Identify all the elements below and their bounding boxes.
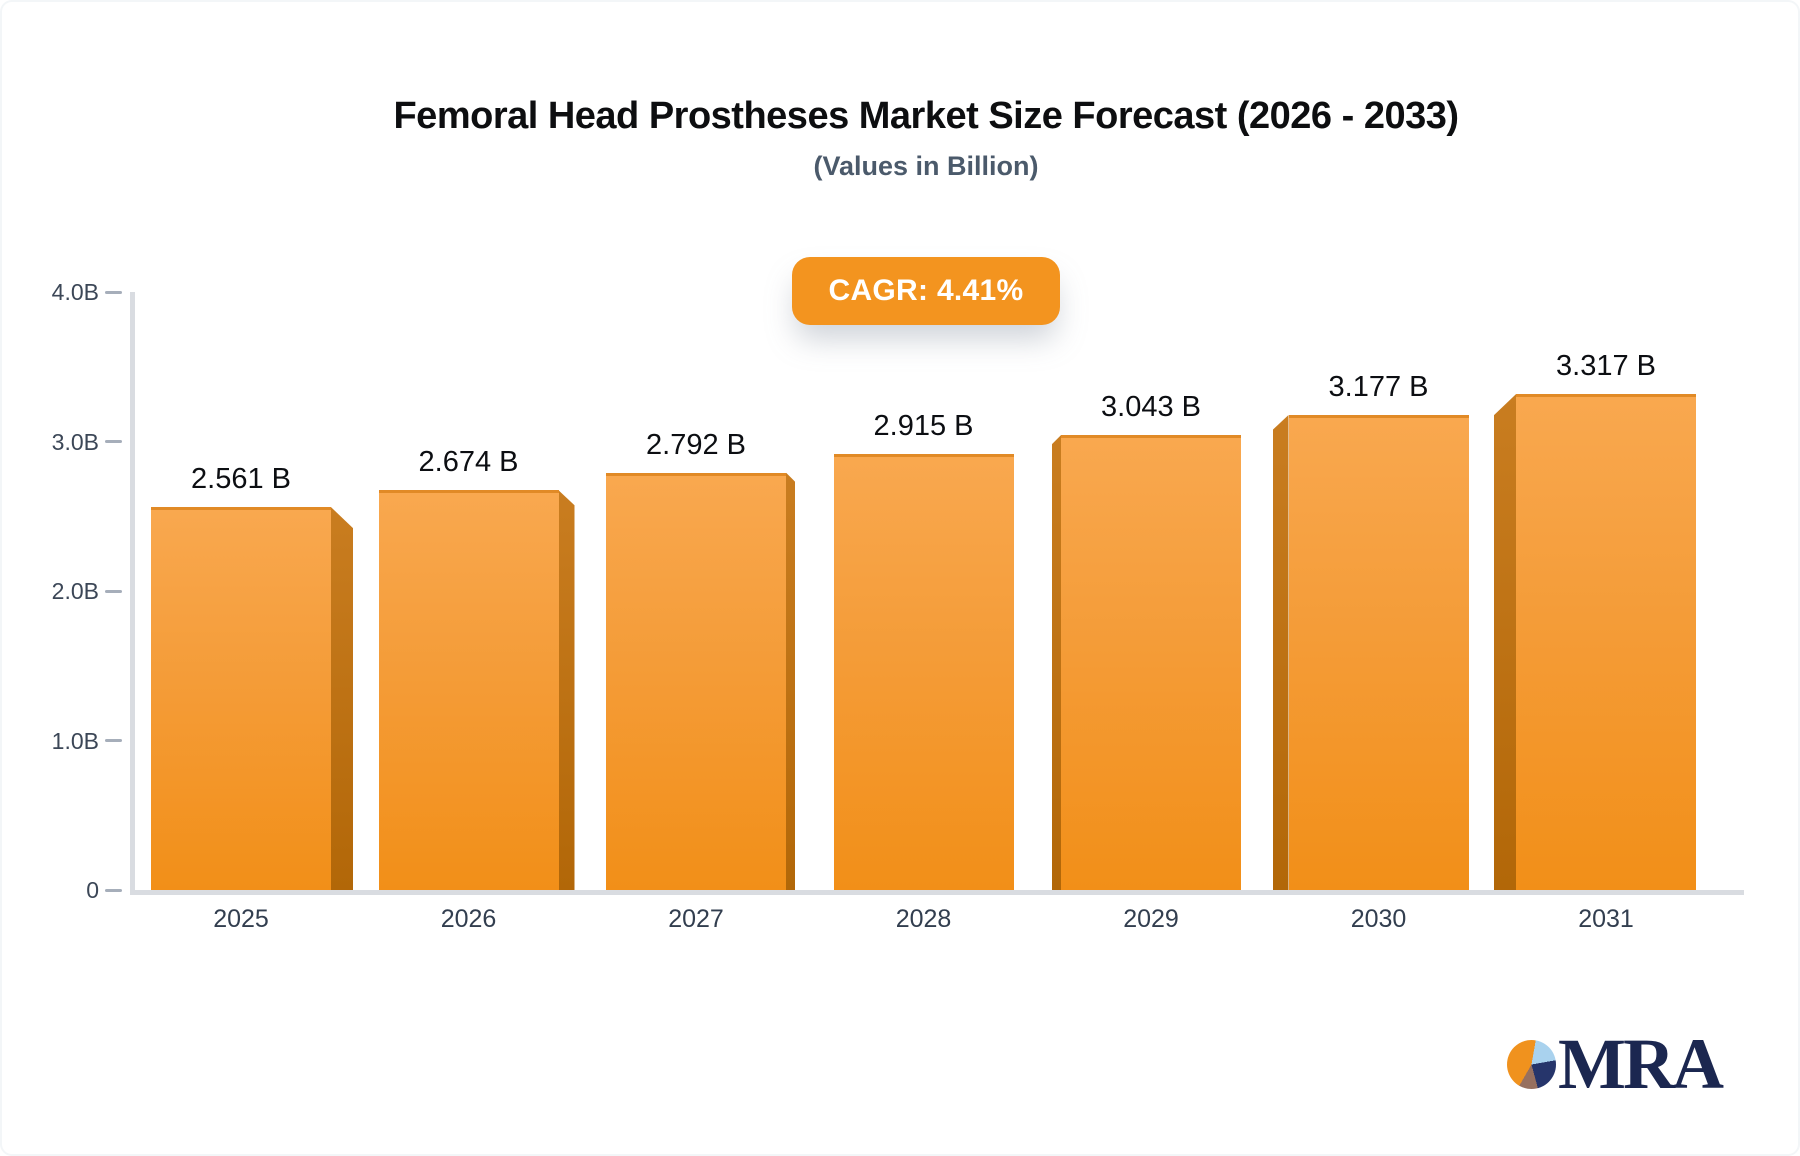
bar-2031 bbox=[1516, 394, 1696, 890]
y-axis-tick-mark bbox=[105, 290, 122, 294]
cagr-badge: CAGR: 4.41% bbox=[792, 257, 1060, 325]
bar-2025-3d-side bbox=[331, 507, 353, 890]
x-axis-tick-label: 2027 bbox=[668, 905, 724, 933]
mra-logo-pie-icon bbox=[1507, 1040, 1556, 1089]
bar-2026-3d-side bbox=[558, 490, 575, 890]
mra-logo: MRA bbox=[1507, 1024, 1724, 1104]
x-axis-tick-label: 2029 bbox=[1123, 905, 1179, 933]
bar-value-label: 2.792 B bbox=[646, 428, 746, 461]
chart-subtitle: (Values in Billion) bbox=[813, 151, 1039, 181]
y-axis-tick-label: 0 bbox=[86, 877, 99, 903]
bar-2030 bbox=[1288, 415, 1469, 890]
x-axis-tick-label: 2028 bbox=[895, 905, 952, 933]
y-axis-tick-label: 1.0B bbox=[51, 727, 99, 754]
x-axis-tick-label: 2030 bbox=[1350, 905, 1407, 933]
bar-value-label: 2.674 B bbox=[418, 446, 519, 479]
bar-value-label: 2.561 B bbox=[191, 463, 291, 496]
bar-value-label: 3.177 B bbox=[1328, 371, 1429, 404]
x-axis-tick-label: 2026 bbox=[440, 905, 497, 933]
bar-value-label: 3.043 B bbox=[1101, 391, 1201, 424]
x-axis-tick-label: 2031 bbox=[1578, 905, 1634, 933]
chart-header: Femoral Head Prostheses Market Size Fore… bbox=[54, 94, 1798, 182]
bar-2027 bbox=[606, 472, 786, 890]
y-axis-tick-mark bbox=[105, 440, 122, 443]
y-axis-tick-mark bbox=[105, 739, 122, 742]
mra-logo-text: MRA bbox=[1558, 1024, 1724, 1104]
bar-2027-3d-side bbox=[786, 472, 795, 890]
y-axis-tick-label: 3.0B bbox=[51, 428, 99, 455]
bar-value-label: 2.915 B bbox=[873, 410, 974, 443]
y-axis-tick-label: 4.0B bbox=[51, 279, 99, 305]
chart-title: Femoral Head Prostheses Market Size Fore… bbox=[393, 95, 1459, 137]
bar-2031-3d-side bbox=[1494, 394, 1516, 890]
bar-value-label: 3.317 B bbox=[1556, 350, 1656, 383]
bar-2026 bbox=[378, 490, 559, 890]
cagr-badge-label: CAGR: 4.41% bbox=[828, 274, 1024, 307]
bar-2029 bbox=[1061, 435, 1241, 890]
x-axis-tick-label: 2025 bbox=[213, 905, 269, 933]
y-axis-tick-mark bbox=[105, 888, 122, 892]
y-axis-tick-label: 2.0B bbox=[51, 578, 99, 604]
bar-2028 bbox=[833, 454, 1014, 890]
bar-2030-3d-side bbox=[1272, 415, 1289, 890]
x-axis-line bbox=[130, 890, 1744, 895]
bar-2025 bbox=[151, 507, 331, 890]
bar-2029-3d-side bbox=[1052, 435, 1061, 890]
y-axis-line bbox=[130, 292, 135, 895]
y-axis-tick-mark bbox=[105, 589, 122, 593]
